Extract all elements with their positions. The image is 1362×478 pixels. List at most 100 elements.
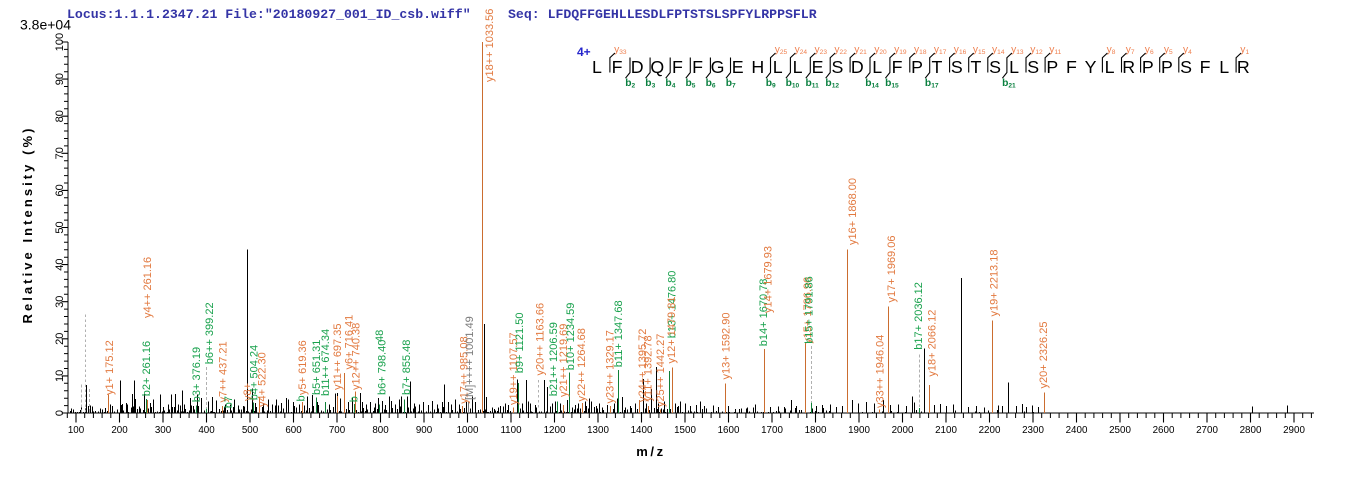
svg-text:b14: b14 <box>865 78 879 90</box>
svg-text:2100: 2100 <box>935 425 957 436</box>
svg-text:b6++ 399.22: b6++ 399.22 <box>204 302 216 364</box>
svg-text:2200: 2200 <box>979 425 1001 436</box>
svg-text:1900: 1900 <box>848 425 870 436</box>
svg-text:y7: y7 <box>1126 45 1135 57</box>
svg-text:b12: b12 <box>825 78 839 90</box>
svg-text:y14+ 1679.93: y14+ 1679.93 <box>763 246 775 313</box>
svg-text:100: 100 <box>68 425 85 436</box>
svg-text:b2+ 261.16: b2+ 261.16 <box>141 341 153 396</box>
svg-text:y8+: y8+ <box>242 383 254 401</box>
svg-text:b3: b3 <box>645 78 655 90</box>
svg-text:y13: y13 <box>1011 45 1024 57</box>
svg-text:2600: 2600 <box>1153 425 1175 436</box>
svg-text:y19: y19 <box>894 45 907 57</box>
svg-text:1600: 1600 <box>718 425 740 436</box>
svg-text:800: 800 <box>372 425 389 436</box>
svg-text:y11++ 697.35: y11++ 697.35 <box>332 324 344 390</box>
svg-text:3.8e+04: 3.8e+04 <box>20 17 71 33</box>
svg-text:b15+ 1791.86: b15+ 1791.86 <box>803 276 815 344</box>
svg-text:m/z: m/z <box>636 444 665 459</box>
svg-text:600: 600 <box>285 425 302 436</box>
svg-text:b15: b15 <box>885 78 899 90</box>
svg-text:2500: 2500 <box>1109 425 1131 436</box>
svg-text:y14: y14 <box>992 45 1005 57</box>
svg-text:b17+ 2036.12: b17+ 2036.12 <box>913 282 925 350</box>
svg-text:b5: b5 <box>686 78 696 90</box>
svg-text:b11+ 1347.68: b11+ 1347.68 <box>613 300 625 367</box>
svg-text:b4+ 504.24: b4+ 504.24 <box>248 345 260 400</box>
svg-text:b3+ 376.19: b3+ 376.19 <box>191 347 203 402</box>
svg-text:1800: 1800 <box>805 425 827 436</box>
svg-text:y33: y33 <box>614 45 627 57</box>
svg-text:1300: 1300 <box>587 425 609 436</box>
svg-text:y33++ 1946.04: y33++ 1946.04 <box>874 335 886 408</box>
svg-text:b: b <box>348 396 360 402</box>
svg-text:y13+ 1592.90: y13+ 1592.90 <box>720 313 732 380</box>
svg-text:b7: b7 <box>726 78 736 90</box>
svg-text:y12+ 1479.81: y12+ 1479.81 <box>666 297 678 364</box>
svg-text:y25: y25 <box>775 45 788 57</box>
svg-text:y24: y24 <box>795 45 808 57</box>
svg-text:y5: y5 <box>1164 45 1173 57</box>
svg-text:90: 90 <box>54 73 66 85</box>
svg-text:y7++ 437.21: y7++ 437.21 <box>217 341 229 402</box>
svg-text:y6+ 716.41: y6+ 716.41 <box>344 315 356 370</box>
svg-text:y18: y18 <box>914 45 927 57</box>
svg-text:b11: b11 <box>806 78 820 90</box>
svg-text:48: 48 <box>374 330 386 342</box>
svg-text:y15+ 1786.96: y15+ 1786.96 <box>802 277 814 344</box>
svg-text:40: 40 <box>54 258 66 270</box>
svg-text:0: 0 <box>54 410 66 416</box>
svg-text:y22++ 1264.68: y22++ 1264.68 <box>576 328 588 401</box>
svg-text:y23: y23 <box>815 45 828 57</box>
svg-text:y5+ 619.36: y5+ 619.36 <box>297 340 309 395</box>
svg-text:1400: 1400 <box>631 425 653 436</box>
svg-text:100: 100 <box>54 33 66 51</box>
svg-text:1100: 1100 <box>500 425 522 436</box>
svg-text:1500: 1500 <box>674 425 696 436</box>
svg-text:1000: 1000 <box>457 425 479 436</box>
svg-text:b14+ 1670.78: b14+ 1670.78 <box>758 279 770 347</box>
svg-text:y16: y16 <box>954 45 967 57</box>
svg-text:b6: b6 <box>706 78 716 90</box>
svg-text:y11: y11 <box>1049 45 1061 57</box>
svg-text:y17++ 985.08: y17++ 985.08 <box>459 336 471 403</box>
svg-text:y4+ 522.30: y4+ 522.30 <box>256 352 268 407</box>
svg-text:y20: y20 <box>874 45 887 57</box>
svg-text:2700: 2700 <box>1196 425 1218 436</box>
svg-text:b9+ 1121.50: b9+ 1121.50 <box>514 313 526 374</box>
svg-text:b7: b7 <box>223 396 235 408</box>
svg-text:y12: y12 <box>1030 45 1043 57</box>
svg-text:y21++ 1219.69: y21++ 1219.69 <box>558 324 570 397</box>
svg-text:2900: 2900 <box>1283 425 1305 436</box>
svg-text:400: 400 <box>198 425 215 436</box>
svg-text:b5+ 651.31: b5+ 651.31 <box>311 340 323 395</box>
svg-text:y12++ 740.38: y12++ 740.38 <box>351 323 363 390</box>
svg-text:y17: y17 <box>934 45 947 57</box>
svg-text:b9: b9 <box>766 78 776 90</box>
svg-text:y15: y15 <box>973 45 986 57</box>
svg-text:y6: y6 <box>1145 45 1154 57</box>
svg-text:b11++ 674.34: b11++ 674.34 <box>320 329 332 396</box>
svg-text:60: 60 <box>54 184 66 196</box>
svg-text:b21++ 1206.59: b21++ 1206.59 <box>548 322 560 396</box>
svg-text:y24++ 1395.72: y24++ 1395.72 <box>637 329 649 402</box>
svg-text:50: 50 <box>54 221 66 233</box>
svg-text:b10+ 1234.59: b10+ 1234.59 <box>565 303 577 371</box>
svg-text:y18++ 1033.56: y18++ 1033.56 <box>484 9 496 82</box>
svg-text:y8: y8 <box>1107 45 1116 57</box>
svg-text:y4: y4 <box>1183 45 1192 57</box>
svg-text:y16+ 1868.00: y16+ 1868.00 <box>847 178 859 245</box>
svg-text:Seq: LFDQFFGEHLLESDLFPTSTSLSPF: Seq: LFDQFFGEHLLESDLFPTSTSLSPFYLRPPSFLR <box>508 7 817 22</box>
svg-text:[M]++++ 1001.49: [M]++++ 1001.49 <box>464 316 476 400</box>
svg-text:20: 20 <box>54 333 66 345</box>
svg-text:y22: y22 <box>834 45 847 57</box>
svg-text:2300: 2300 <box>1022 425 1044 436</box>
svg-text:y17+ 1969.06: y17+ 1969.06 <box>886 236 898 303</box>
svg-text:900: 900 <box>416 425 433 436</box>
svg-text:30: 30 <box>54 296 66 308</box>
svg-text:y19++ 1107.57: y19++ 1107.57 <box>508 332 520 405</box>
svg-text:2000: 2000 <box>892 425 914 436</box>
svg-text:y20++ 1163.66: y20++ 1163.66 <box>535 303 547 376</box>
svg-text:80: 80 <box>54 110 66 122</box>
